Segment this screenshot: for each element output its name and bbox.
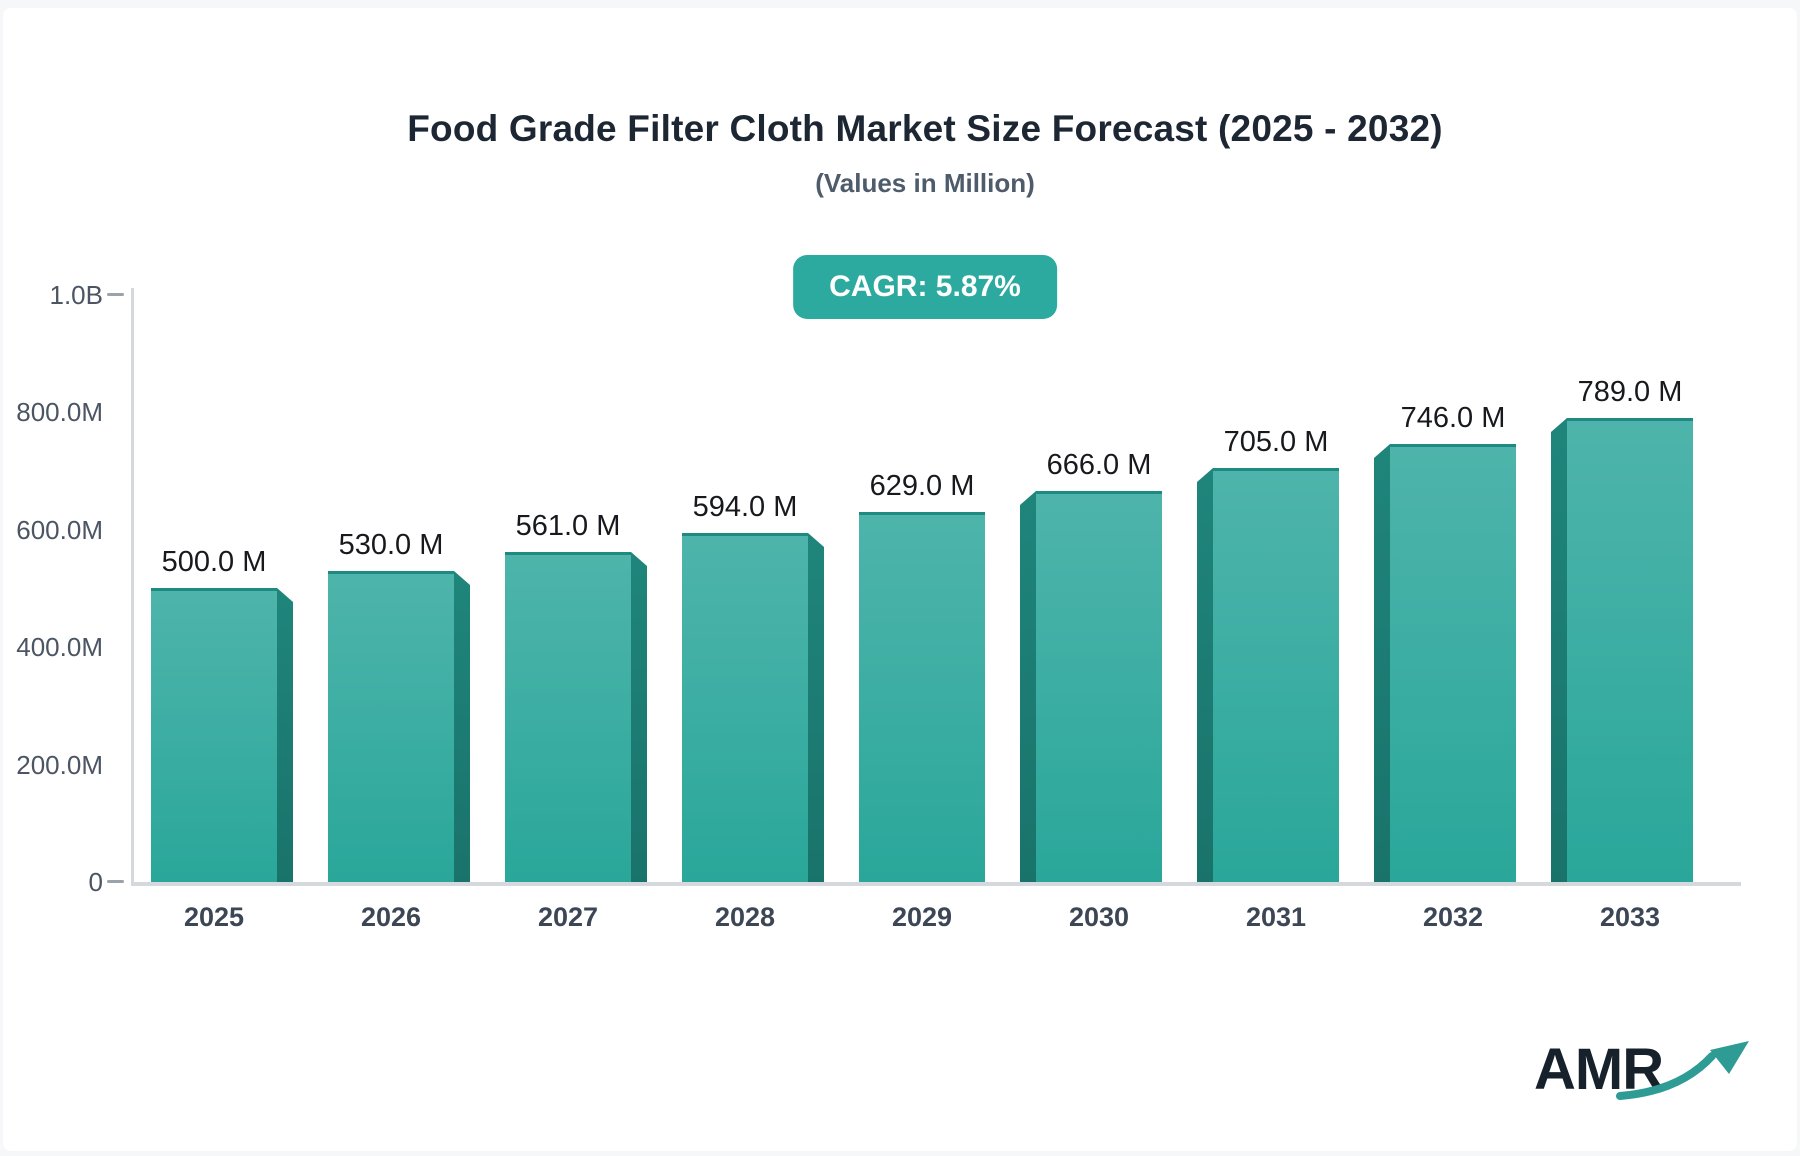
bar-front-face: [505, 552, 631, 882]
bar-front-face: [1390, 444, 1516, 882]
x-tick-label: 2025: [183, 902, 245, 932]
bar-value-label: 666.0 M: [1046, 449, 1152, 481]
bar-side-face: [454, 571, 470, 882]
y-tick-label: 600.0M: [16, 514, 103, 545]
x-axis-line: [131, 882, 1741, 886]
y-tick-label: 800.0M: [16, 397, 103, 427]
x-tick-label: 2030: [1068, 902, 1130, 932]
bar-value-label: 530.0 M: [338, 529, 444, 561]
bar-front-face: [1567, 418, 1693, 882]
cagr-badge-label: CAGR: 5.87%: [829, 270, 1021, 303]
x-tick-label: 2031: [1245, 902, 1307, 932]
growth-arrow-icon: [1616, 1041, 1749, 1100]
x-tick-label: 2032: [1422, 902, 1484, 932]
bar-value-label: 629.0 M: [869, 470, 975, 502]
x-tick-label: 2027: [537, 902, 599, 932]
bar-front-face: [859, 512, 985, 882]
bar-front-face: [1036, 491, 1162, 882]
bar-side-face: [1020, 491, 1036, 882]
y-tick-dash: [107, 292, 124, 296]
bar-value-label: 500.0 M: [161, 546, 267, 578]
bar-front-face: [328, 571, 454, 882]
bar-value-label: 561.0 M: [515, 510, 621, 542]
bar-side-face: [1374, 444, 1390, 882]
bar-value-label: 746.0 M: [1400, 402, 1506, 434]
bar-side-face: [277, 588, 293, 882]
bar-side-face: [631, 552, 647, 882]
chart-subtitle: (Values in Million): [815, 168, 1035, 198]
y-tick-label: 200.0M: [16, 749, 103, 780]
x-tick-label: 2028: [714, 902, 776, 932]
bar-value-label: 705.0 M: [1223, 426, 1329, 458]
x-tick-label: 2029: [891, 902, 953, 932]
bar-front-face: [1213, 468, 1339, 882]
y-tick-dash: [107, 880, 124, 883]
bar-side-face: [808, 533, 824, 882]
x-tick-label: 2033: [1599, 902, 1661, 932]
bar-value-label: 594.0 M: [692, 491, 798, 523]
cagr-badge: CAGR: 5.87%: [793, 255, 1057, 319]
bar-front-face: [682, 533, 808, 882]
x-tick-label: 2026: [360, 902, 422, 932]
y-tick-label: 1.0B: [49, 279, 104, 310]
bar-side-face: [1197, 468, 1213, 882]
bar-side-face: [1551, 418, 1567, 882]
chart-title: Food Grade Filter Cloth Market Size Fore…: [407, 108, 1443, 149]
y-axis-line: [131, 288, 134, 884]
y-tick-label: 0: [88, 867, 103, 897]
amr-logo: AMR: [1534, 1036, 1764, 1116]
y-tick-label: 400.0M: [16, 632, 103, 662]
bar-value-label: 789.0 M: [1577, 376, 1683, 408]
bar-front-face: [151, 588, 277, 882]
